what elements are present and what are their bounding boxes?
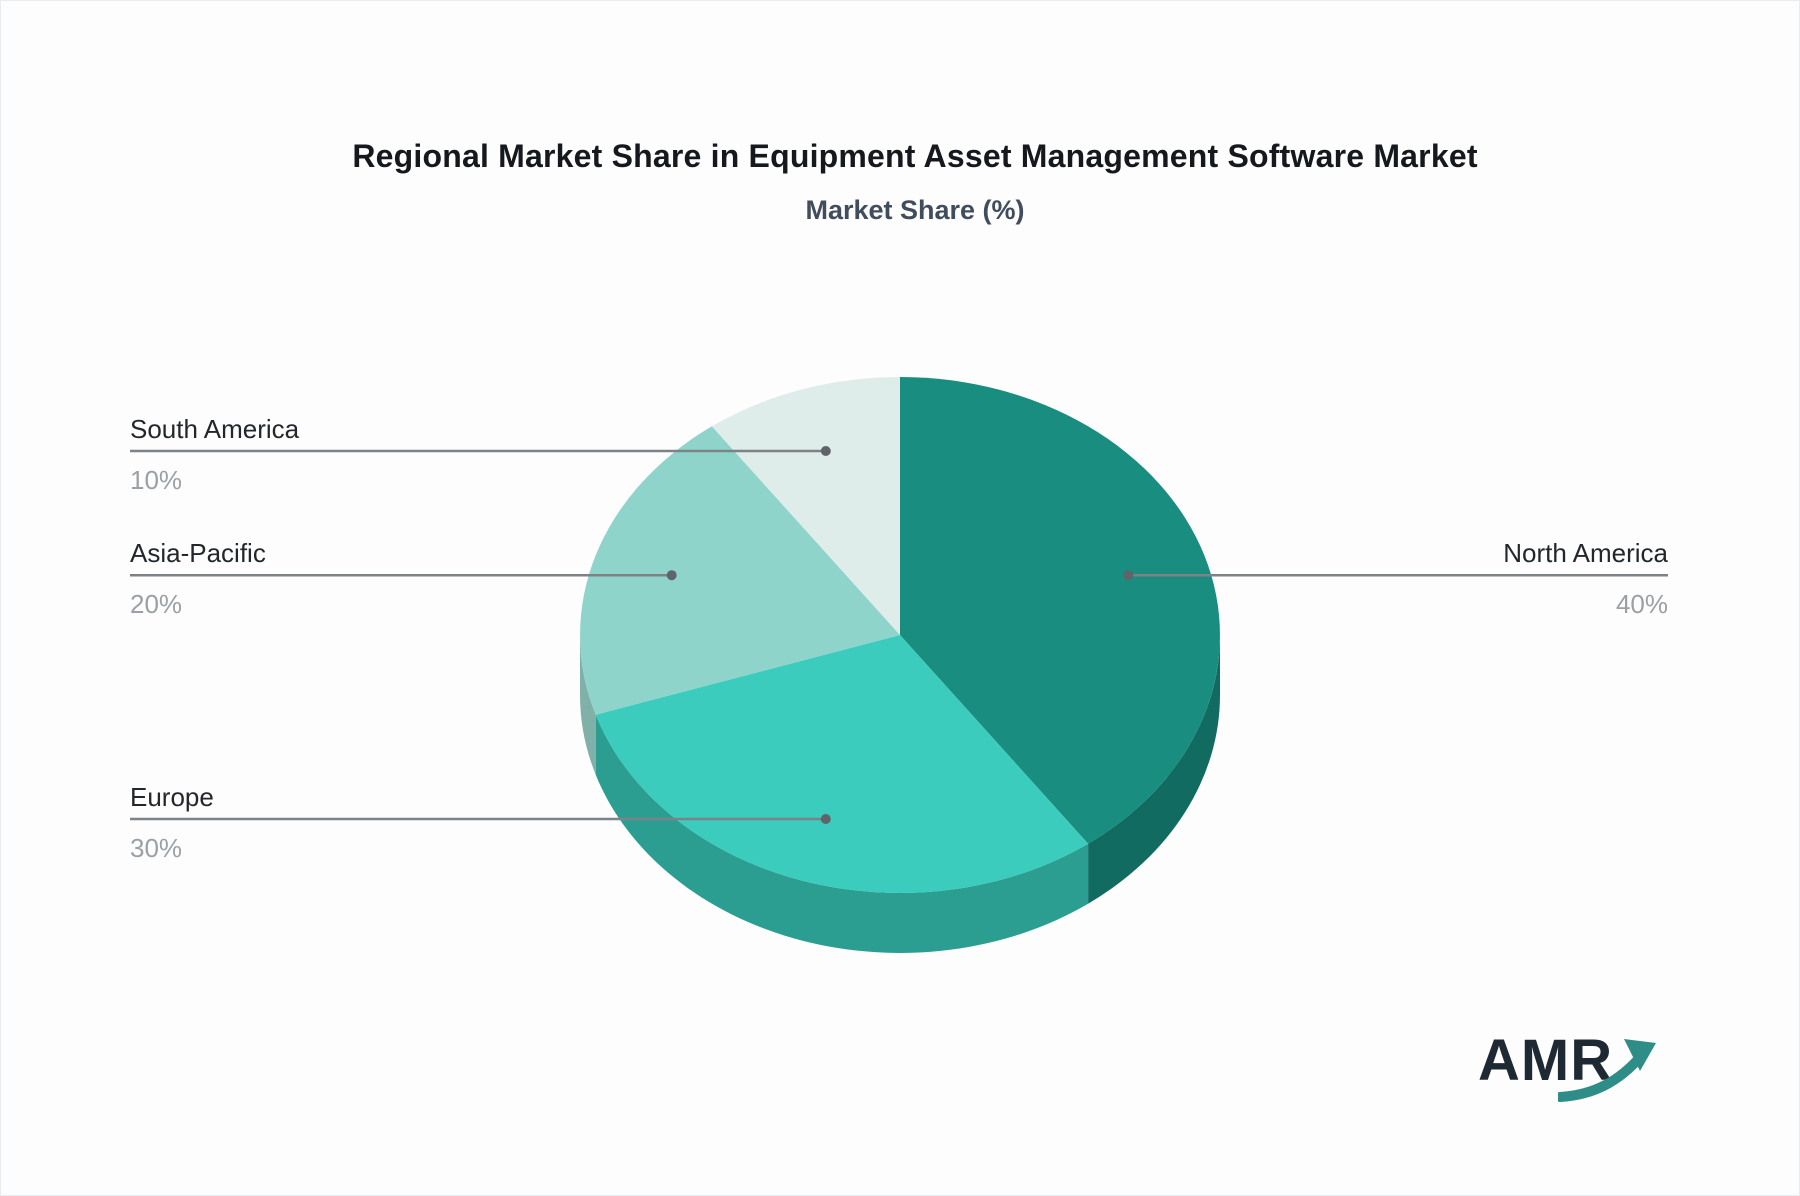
pie-slice-side-europe [595, 714, 1089, 953]
leader-dot-europe [820, 814, 831, 824]
leader-dot-south-america [820, 446, 831, 456]
slice-label-asia-pacific: Asia-Pacific [130, 538, 266, 568]
pie-slice-asia-pacific[interactable] [580, 426, 900, 715]
leader-dot-north-america [1123, 570, 1134, 581]
amr-logo-arrow-icon [1558, 1039, 1656, 1102]
leader-dot-asia-pacific [666, 570, 677, 581]
pie-slice-side-north-america [1088, 635, 1220, 904]
chart-title: Regional Market Share in Equipment Asset… [352, 138, 1478, 174]
pie-slice-south-america[interactable] [711, 377, 900, 635]
slice-label-south-america: South America [130, 414, 300, 444]
amr-logo: AMR [1478, 1032, 1658, 1110]
pie-slice-europe[interactable] [595, 635, 1089, 893]
pie-slice-north-america[interactable] [900, 377, 1220, 844]
slice-value-south-america: 10% [130, 465, 182, 495]
slice-value-europe: 30% [130, 833, 182, 863]
slice-label-north-america: North America [1503, 538, 1668, 568]
pie-slice-side-asia-pacific [580, 635, 596, 775]
slice-label-europe: Europe [130, 782, 214, 812]
slice-value-asia-pacific: 20% [130, 589, 182, 619]
chart-subtitle: Market Share (%) [805, 195, 1025, 225]
slice-value-north-america: 40% [1616, 589, 1668, 619]
amr-logo-text: AMR [1478, 1028, 1614, 1093]
